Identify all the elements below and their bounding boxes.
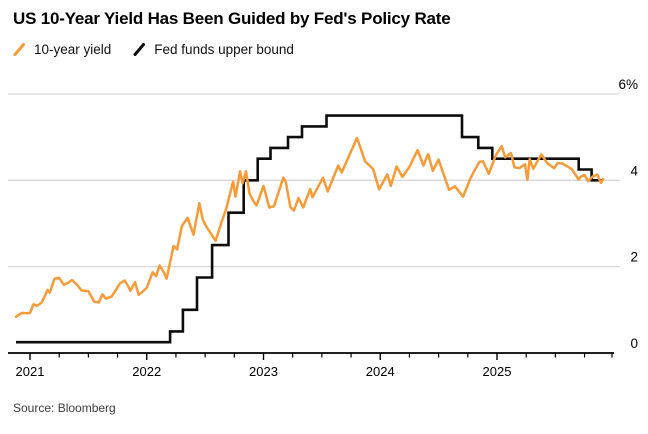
gridlines-group bbox=[8, 93, 620, 268]
chart-legend: 10-year yield Fed funds upper bound bbox=[13, 42, 294, 57]
source-attribution: Source: Bloomberg bbox=[13, 401, 116, 415]
series-line-fed-funds-upper-bound bbox=[16, 114, 604, 344]
orange-slash-icon bbox=[13, 43, 25, 56]
x-axis-label: 2022 bbox=[132, 364, 161, 379]
y-axis-label: 2 bbox=[630, 250, 638, 265]
y-axis-label: 6% bbox=[618, 77, 638, 92]
legend-label-fed-funds: Fed funds upper bound bbox=[154, 42, 294, 57]
x-axis-label: 2021 bbox=[16, 364, 45, 379]
axis-labels-group: 6% 4 2 0 2021 2022 2023 2024 2025 bbox=[16, 77, 639, 379]
legend-item-10-year-yield: 10-year yield bbox=[13, 42, 111, 57]
y-axis-label: 0 bbox=[630, 336, 638, 351]
y-axis-label: 4 bbox=[630, 163, 638, 178]
black-slash-icon bbox=[133, 43, 146, 56]
legend-item-fed-funds: Fed funds upper bound bbox=[133, 42, 294, 57]
legend-label-10-year-yield: 10-year yield bbox=[34, 42, 112, 57]
chart-title: US 10-Year Yield Has Been Guided by Fed'… bbox=[13, 9, 451, 28]
x-axis-label: 2025 bbox=[483, 364, 512, 379]
series-line-10-year-yield bbox=[14, 136, 605, 318]
x-axis-label: 2024 bbox=[366, 364, 395, 379]
axes-group bbox=[8, 352, 614, 360]
x-axis-label: 2023 bbox=[249, 364, 278, 379]
series-group bbox=[14, 114, 605, 344]
